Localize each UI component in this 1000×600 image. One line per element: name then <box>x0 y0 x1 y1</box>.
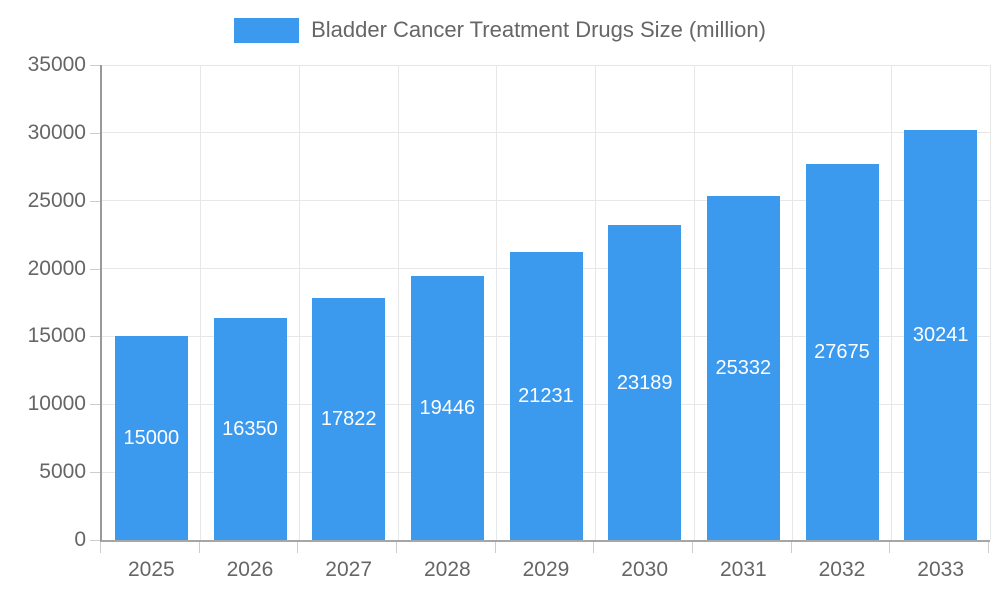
gridline-horizontal <box>102 132 990 134</box>
x-axis-tick <box>988 542 989 553</box>
y-axis-tick <box>90 200 100 202</box>
x-axis-tick <box>790 542 792 553</box>
gridline-vertical <box>397 65 399 540</box>
gridline-vertical <box>890 65 892 540</box>
gridline-vertical <box>594 65 596 540</box>
bar[interactable] <box>805 164 879 540</box>
bar[interactable] <box>213 318 287 540</box>
x-axis-tick-label: 2033 <box>917 558 965 581</box>
y-axis-tick-label: 5000 <box>39 460 86 484</box>
y-axis-tick-label: 0 <box>74 528 86 551</box>
legend-swatch-icon <box>234 17 300 43</box>
y-axis-tick-label: 20000 <box>27 256 86 280</box>
gridline-vertical <box>989 65 991 540</box>
legend-label: Bladder Cancer Treatment Drugs Size (mil… <box>311 17 766 42</box>
bar[interactable] <box>312 298 386 540</box>
bar-value-label: 30241 <box>912 323 969 346</box>
plot-area: 15000 16350 17822 19446 21231 23189 25332 27675… <box>100 64 991 542</box>
x-axis-tick <box>889 542 891 553</box>
bar[interactable] <box>410 276 484 540</box>
x-axis-tick <box>593 542 595 553</box>
gridline-vertical <box>298 65 300 540</box>
bar[interactable] <box>509 251 583 540</box>
legend[interactable]: Bladder Cancer Treatment Drugs Size (mil… <box>0 17 1000 43</box>
y-axis-tick <box>90 472 100 474</box>
bar-value-label: 25332 <box>715 357 772 380</box>
gridline-horizontal <box>102 200 990 202</box>
bar-value-label: 17822 <box>320 408 377 431</box>
x-axis-tick-label: 2025 <box>127 558 175 581</box>
y-axis-tick-label: 15000 <box>27 324 86 348</box>
y-axis-tick <box>90 404 100 406</box>
x-axis-tick-label: 2029 <box>522 558 570 581</box>
bar[interactable] <box>904 129 978 540</box>
x-axis-tick-label: 2026 <box>226 558 274 581</box>
x-axis-tick-label: 2028 <box>423 558 471 581</box>
bar-value-label: 15000 <box>123 427 180 450</box>
x-axis-tick <box>198 542 200 553</box>
x-axis-tick <box>692 542 693 553</box>
gridline-vertical <box>496 65 498 540</box>
x-axis-tick <box>297 542 299 553</box>
bar-value-label: 19446 <box>419 397 476 420</box>
gridline-horizontal <box>102 64 990 66</box>
y-axis-tick <box>90 132 100 134</box>
x-axis-tick-label: 2032 <box>818 558 866 581</box>
x-axis-tick-label: 2027 <box>325 558 373 581</box>
bar-value-label: 27675 <box>814 341 870 364</box>
x-axis-tick-label: 2031 <box>719 558 767 581</box>
gridline-vertical <box>792 65 794 540</box>
bar[interactable] <box>706 196 780 540</box>
bar-value-label: 16350 <box>222 418 278 441</box>
x-axis-tick <box>100 542 101 553</box>
x-axis-tick-label: 2030 <box>621 558 669 581</box>
y-axis-tick-label: 10000 <box>27 392 86 416</box>
gridline-vertical <box>693 65 695 540</box>
y-axis-tick <box>90 336 100 338</box>
y-axis-tick <box>90 268 100 270</box>
bar-value-label: 21231 <box>518 384 574 407</box>
bar[interactable] <box>608 225 682 540</box>
x-axis-tick <box>494 542 496 553</box>
y-axis-tick <box>90 540 100 541</box>
y-axis-tick-label: 25000 <box>27 188 86 212</box>
bar-value-label: 23189 <box>616 371 673 394</box>
gridline-vertical <box>200 65 202 540</box>
y-axis-tick <box>90 65 100 66</box>
bar[interactable] <box>114 336 188 540</box>
y-axis-tick-label: 35000 <box>27 53 86 76</box>
x-axis-tick <box>396 542 397 553</box>
y-axis-tick-label: 30000 <box>27 120 86 144</box>
